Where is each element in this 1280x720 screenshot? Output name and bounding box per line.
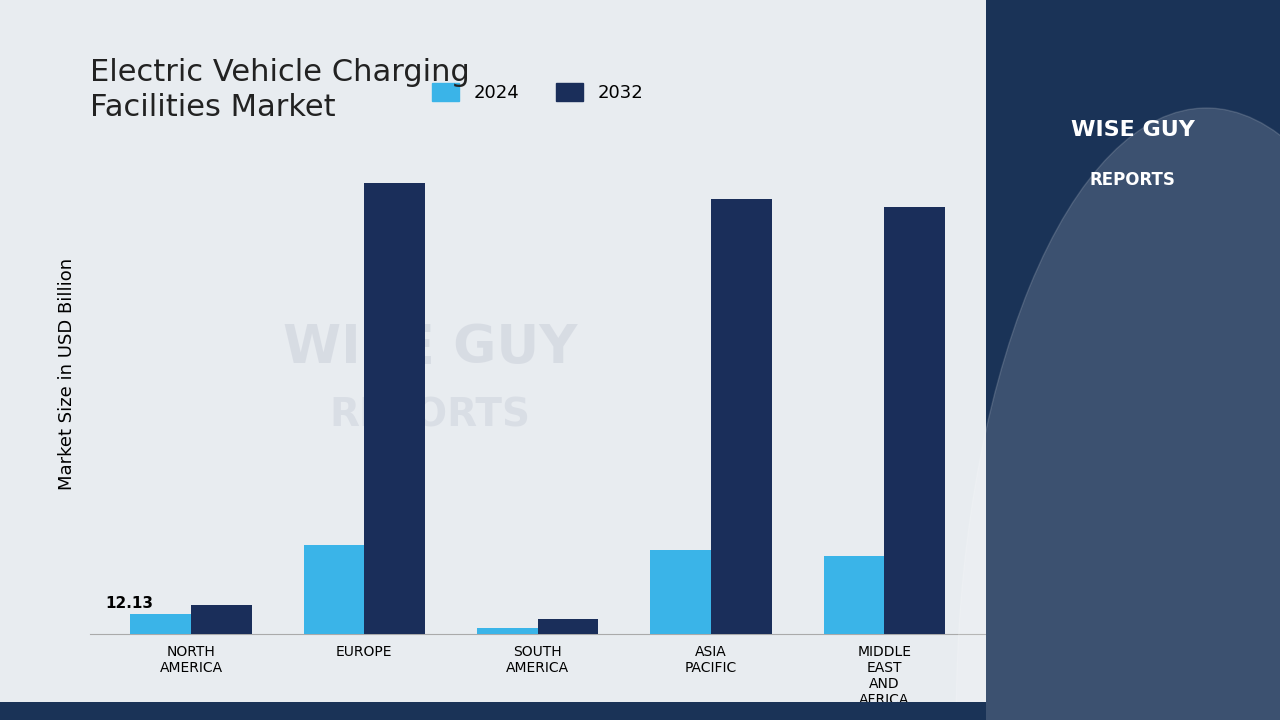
Text: 12.13: 12.13 xyxy=(105,595,154,611)
Bar xyxy=(365,183,425,634)
Text: WISE GUY: WISE GUY xyxy=(283,323,577,374)
Legend: 2024, 2032: 2024, 2032 xyxy=(433,83,643,102)
Y-axis label: Market Size in USD Billion: Market Size in USD Billion xyxy=(58,258,76,490)
Bar xyxy=(303,545,365,634)
Bar xyxy=(477,628,538,634)
Bar xyxy=(823,557,884,634)
Bar xyxy=(131,614,191,634)
Text: WISE GUY: WISE GUY xyxy=(1071,120,1194,140)
Bar xyxy=(650,550,710,634)
Text: Electric Vehicle Charging
Facilities Market: Electric Vehicle Charging Facilities Mar… xyxy=(90,58,470,122)
Text: REPORTS: REPORTS xyxy=(329,397,531,435)
Circle shape xyxy=(956,108,1280,720)
Bar xyxy=(191,605,252,634)
Bar xyxy=(710,199,772,634)
Bar xyxy=(538,619,598,634)
Text: REPORTS: REPORTS xyxy=(1089,171,1176,189)
Bar xyxy=(884,207,945,634)
